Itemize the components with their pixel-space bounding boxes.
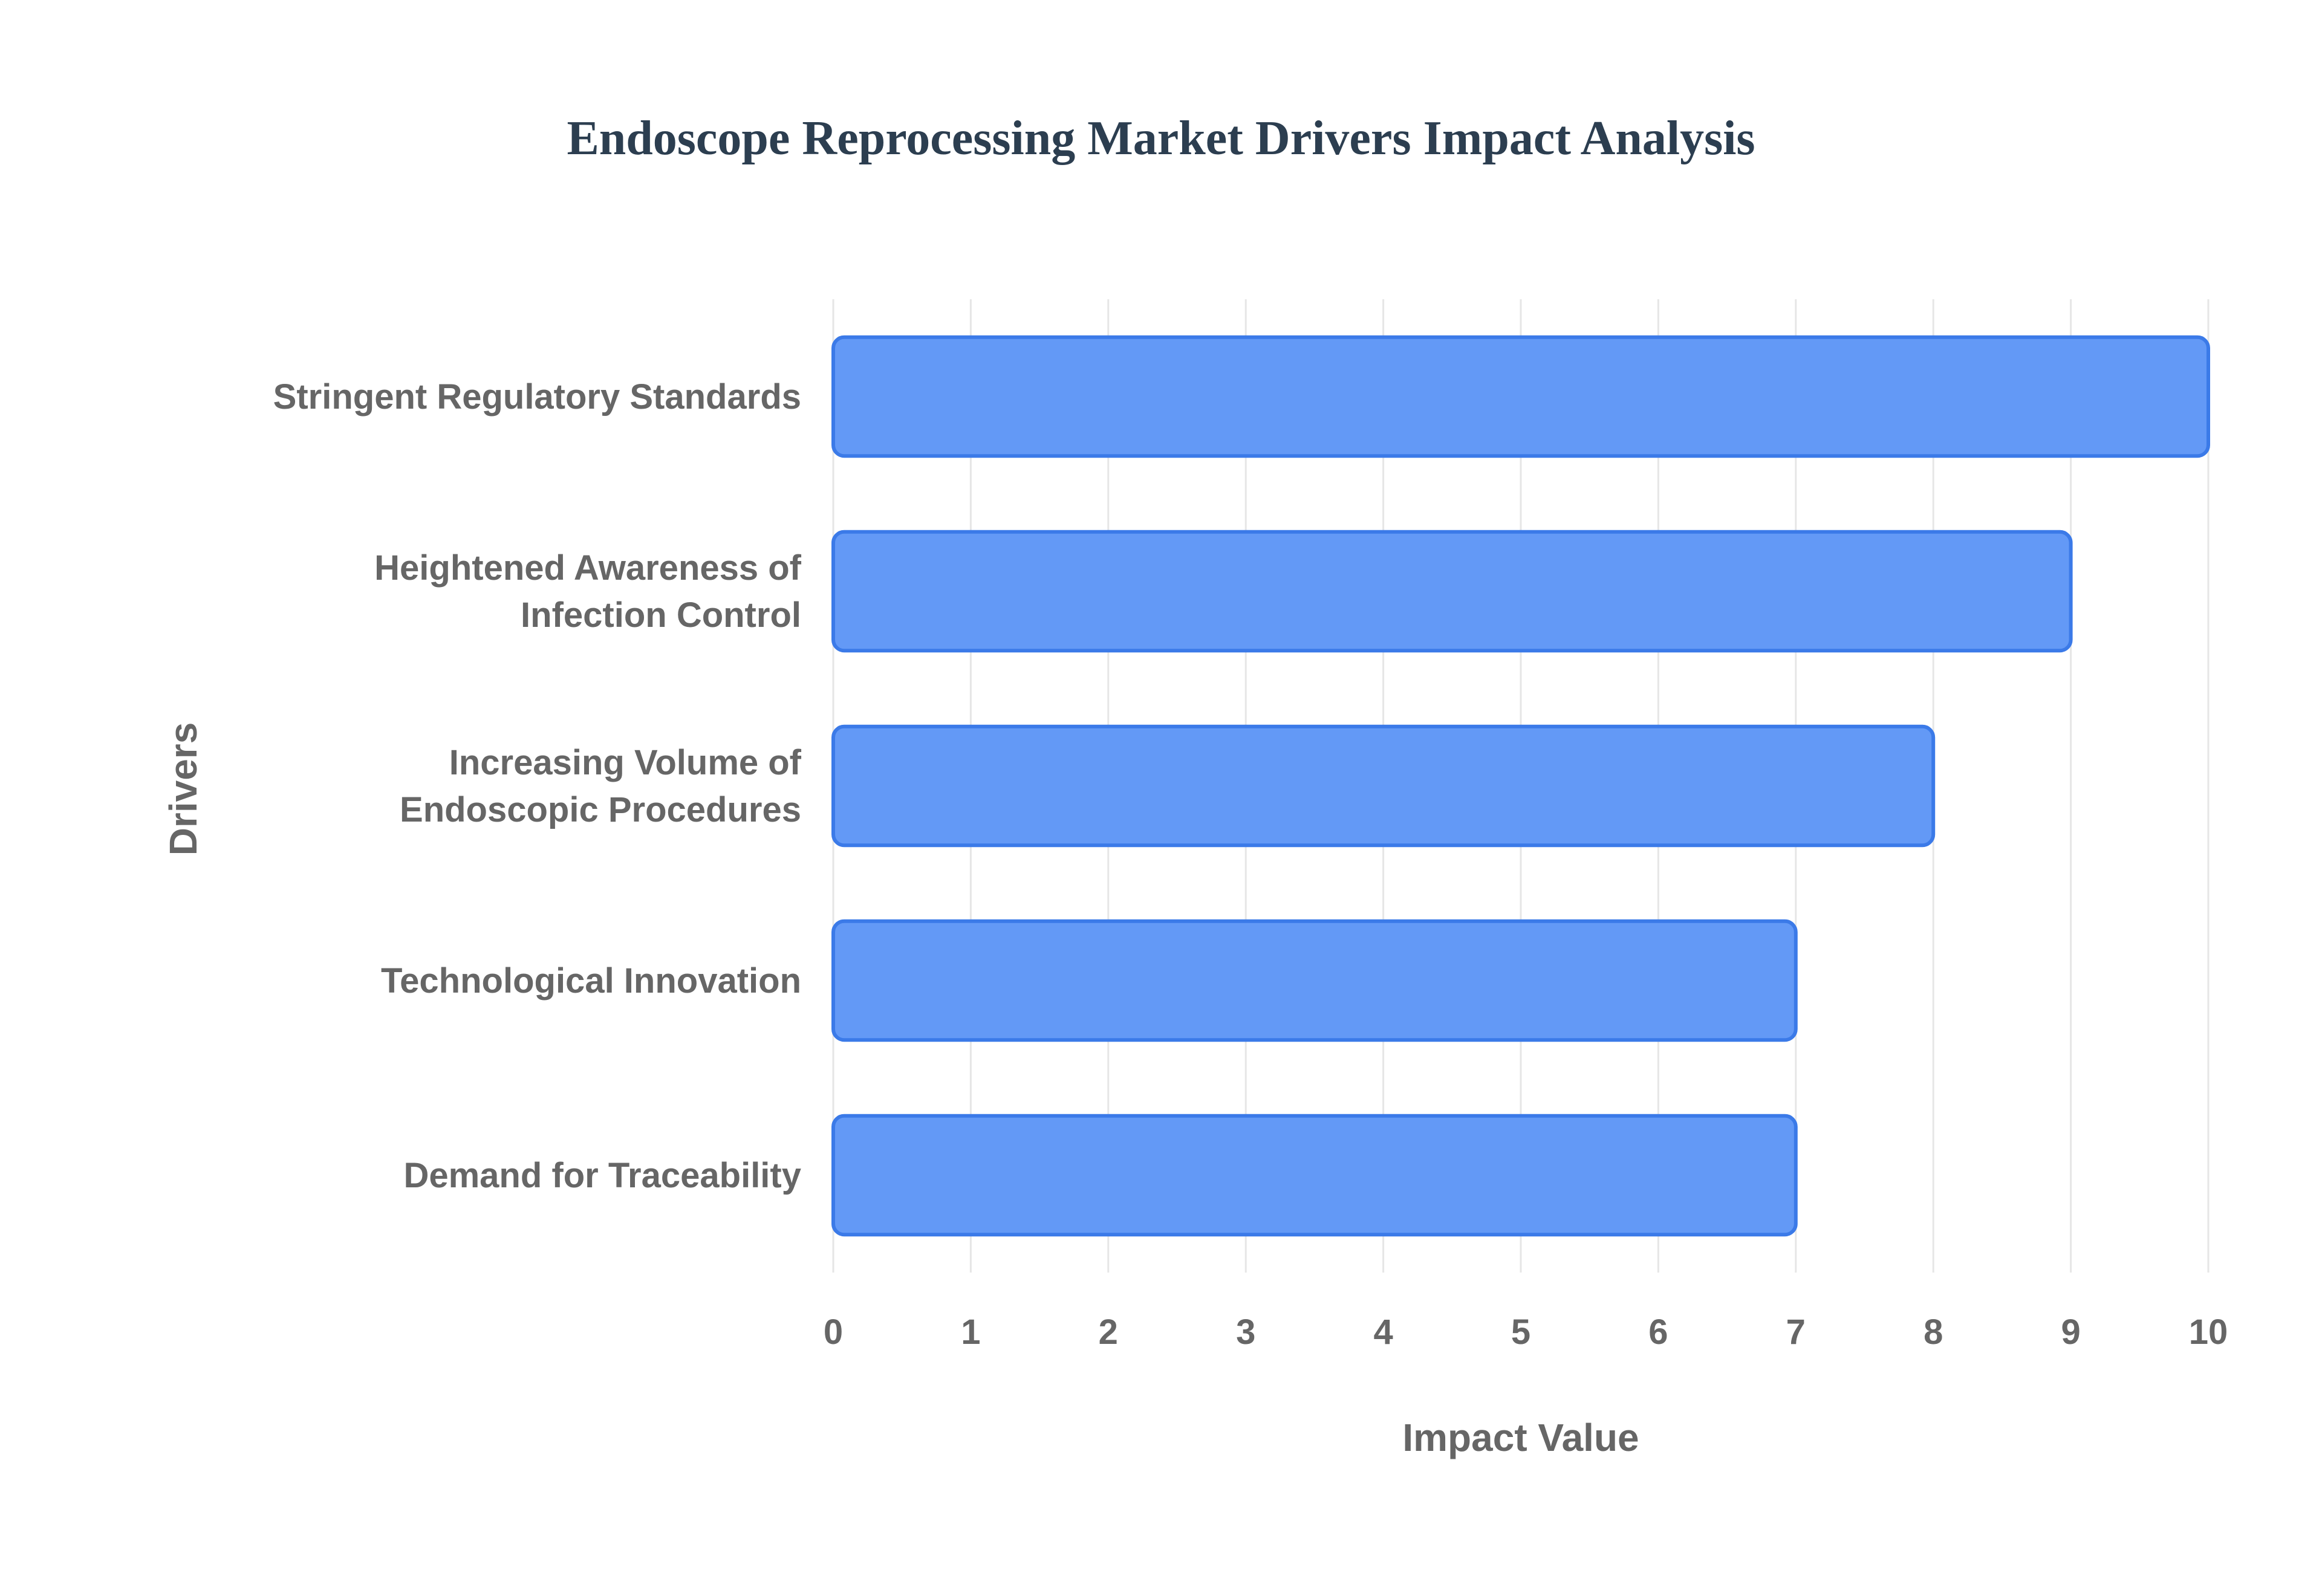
x-tick-label: 3 <box>1236 1312 1255 1352</box>
x-tick-label: 9 <box>2061 1312 2080 1352</box>
x-tick-label: 0 <box>824 1312 843 1352</box>
bar-4 <box>831 1114 1798 1237</box>
bars <box>831 335 2210 1237</box>
bar-0 <box>831 335 2210 458</box>
category-label: Increasing Volume of <box>449 743 802 782</box>
x-tick-label: 8 <box>1924 1312 1943 1352</box>
x-axis-title: Impact Value <box>1402 1416 1639 1459</box>
x-tick-label: 10 <box>2189 1312 2228 1352</box>
chart-title: Endoscope Reprocessing Market Drivers Im… <box>567 112 1755 165</box>
category-label: Stringent Regulatory Standards <box>273 377 801 417</box>
y-axis-title: Drivers <box>161 722 205 856</box>
bar-1 <box>831 530 2073 653</box>
x-tick-labels: 0 1 2 3 4 5 6 7 8 9 10 <box>824 1312 2228 1352</box>
category-label: Infection Control <box>521 595 801 635</box>
x-tick-label: 6 <box>1648 1312 1668 1352</box>
x-tick-label: 1 <box>961 1312 980 1352</box>
category-label: Demand for Traceability <box>403 1156 801 1195</box>
category-labels: Stringent Regulatory Standards Heightened… <box>273 377 802 1195</box>
x-tick-label: 2 <box>1099 1312 1118 1352</box>
bar-2 <box>831 724 1936 848</box>
bar-3 <box>831 919 1798 1042</box>
category-label: Technological Innovation <box>381 961 801 1001</box>
category-label: Heightened Awareness of <box>374 548 802 588</box>
x-tick-label: 4 <box>1373 1312 1393 1352</box>
x-tick-label: 5 <box>1511 1312 1530 1352</box>
x-tick-label: 7 <box>1786 1312 1806 1352</box>
category-label: Endoscopic Procedures <box>400 790 801 829</box>
